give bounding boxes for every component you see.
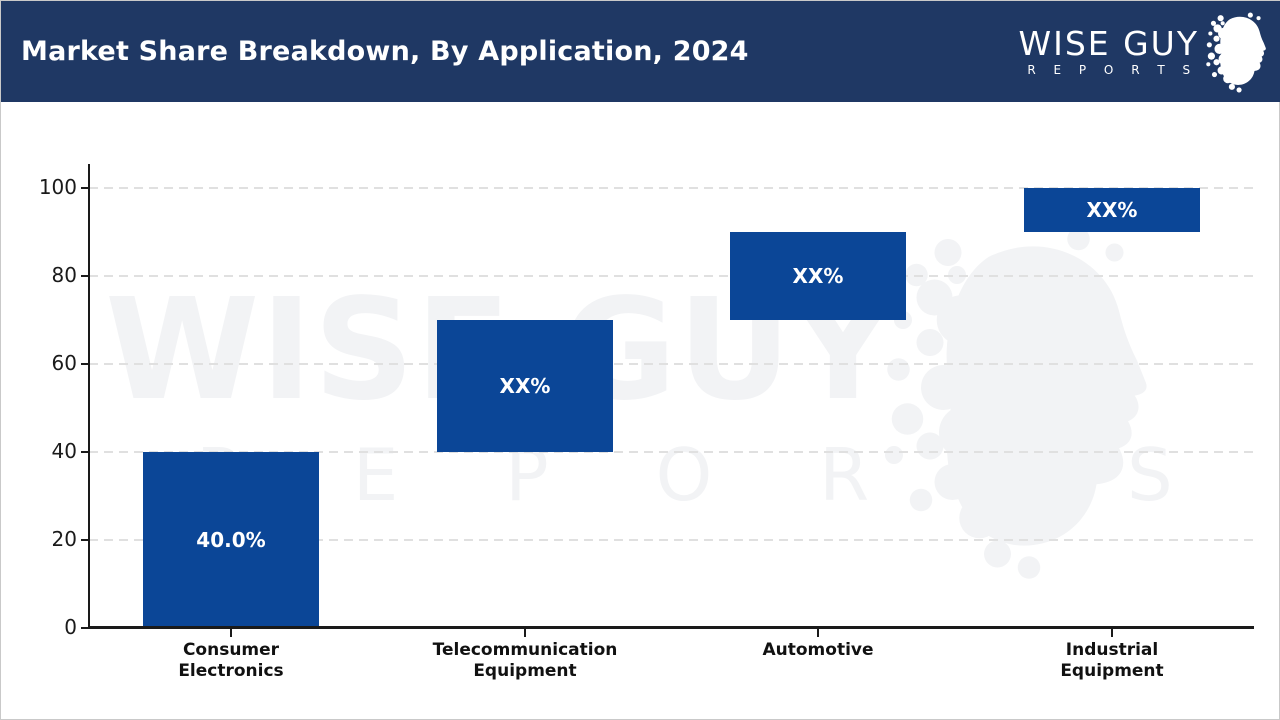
gridline-100 bbox=[89, 187, 1254, 189]
y-tick-20 bbox=[81, 539, 89, 541]
bar-consumer-electronics: 40.0% bbox=[143, 452, 319, 628]
x-category-label-telecommunication-equipment: Telecommunication Equipment bbox=[432, 640, 618, 681]
y-axis-line bbox=[88, 164, 90, 628]
bar-automotive: XX% bbox=[730, 232, 906, 320]
bar-industrial-equipment: XX% bbox=[1024, 188, 1200, 232]
wise-guy-logo: WISE GUY R E P O R T S bbox=[1018, 11, 1267, 93]
x-category-label-industrial-equipment: Industrial Equipment bbox=[1060, 640, 1164, 681]
y-tick-100 bbox=[81, 187, 89, 189]
y-tick-label-60: 60 bbox=[51, 351, 77, 375]
y-tick-0 bbox=[81, 627, 89, 629]
x-tick-consumer-electronics bbox=[230, 629, 232, 637]
y-tick-label-0: 0 bbox=[64, 615, 77, 639]
bar-value-label-consumer-electronics: 40.0% bbox=[196, 528, 266, 552]
x-tick-automotive bbox=[817, 629, 819, 637]
chart-title: Market Share Breakdown, By Application, … bbox=[21, 36, 749, 67]
y-tick-label-40: 40 bbox=[51, 439, 77, 463]
y-tick-60 bbox=[81, 363, 89, 365]
header-bar: Market Share Breakdown, By Application, … bbox=[1, 1, 1280, 102]
y-tick-label-80: 80 bbox=[51, 263, 77, 287]
bar-telecommunication-equipment: XX% bbox=[437, 320, 613, 452]
gridline-20 bbox=[89, 539, 1254, 541]
bar-value-label-automotive: XX% bbox=[792, 264, 844, 288]
logo-reports-label: R E P O R T S bbox=[1027, 62, 1198, 77]
gridline-40 bbox=[89, 451, 1254, 453]
face-profile-icon bbox=[1206, 12, 1266, 92]
logo-text: WISE GUY R E P O R T S bbox=[1018, 27, 1199, 77]
x-category-label-automotive: Automotive bbox=[762, 640, 874, 660]
x-axis-line bbox=[88, 626, 1254, 629]
y-tick-label-20: 20 bbox=[51, 527, 77, 551]
y-tick-40 bbox=[81, 451, 89, 453]
gridline-80 bbox=[89, 275, 1254, 277]
logo-wiseguy-label: WISE GUY bbox=[1018, 23, 1199, 63]
x-category-label-consumer-electronics: Consumer Electronics bbox=[178, 640, 284, 681]
x-tick-industrial-equipment bbox=[1111, 629, 1113, 637]
gridline-60 bbox=[89, 363, 1254, 365]
y-tick-80 bbox=[81, 275, 89, 277]
y-tick-label-100: 100 bbox=[38, 175, 77, 199]
bar-value-label-industrial-equipment: XX% bbox=[1086, 198, 1138, 222]
bar-value-label-telecommunication-equipment: XX% bbox=[499, 374, 551, 398]
x-tick-telecommunication-equipment bbox=[524, 629, 526, 637]
